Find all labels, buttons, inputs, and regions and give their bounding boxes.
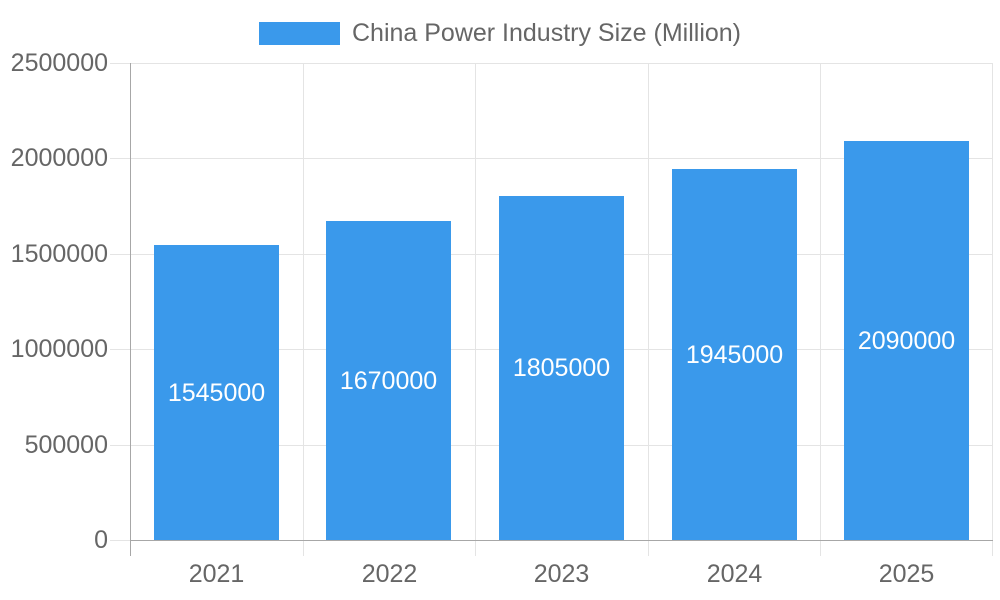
legend: China Power Industry Size (Million) <box>0 20 1000 46</box>
bar-2024[interactable]: 1945000 <box>672 169 797 540</box>
v-gridline <box>820 63 821 540</box>
x-tick-label: 2022 <box>361 560 418 588</box>
y-tick-mark <box>110 158 130 159</box>
v-gridline <box>648 63 649 540</box>
y-tick-mark <box>110 445 130 446</box>
bar-2021[interactable]: 1545000 <box>154 245 279 540</box>
x-tick-label: 2023 <box>533 560 590 588</box>
x-tick-mark <box>648 541 649 556</box>
y-tick-label: 2500000 <box>10 49 108 77</box>
y-tick-mark <box>110 254 130 255</box>
x-tick-mark <box>820 541 821 556</box>
x-axis-line <box>130 540 993 541</box>
bar-2023[interactable]: 1805000 <box>499 196 624 540</box>
x-tick-label: 2024 <box>706 560 763 588</box>
y-tick-mark <box>110 63 130 64</box>
y-tick-label: 500000 <box>24 431 108 459</box>
bar-value-label: 1805000 <box>512 354 611 382</box>
y-axis-line <box>130 63 131 556</box>
bar-value-label: 1545000 <box>167 378 266 407</box>
h-gridline <box>130 63 993 64</box>
legend-swatch-icon <box>258 21 340 45</box>
y-tick-label: 2000000 <box>10 144 108 172</box>
legend-item[interactable]: China Power Industry Size (Million) <box>258 19 742 47</box>
v-gridline <box>992 63 993 540</box>
x-tick-mark <box>303 541 304 556</box>
y-tick-mark <box>110 540 130 541</box>
y-tick-mark <box>110 349 130 350</box>
bar-value-label: 1670000 <box>339 366 438 395</box>
bar-value-label: 1945000 <box>685 340 784 369</box>
x-tick-mark <box>475 541 476 556</box>
bar-value-label: 2090000 <box>857 326 956 355</box>
bar-2022[interactable]: 1670000 <box>326 221 451 540</box>
bar-2025[interactable]: 2090000 <box>844 141 969 540</box>
x-tick-label: 2021 <box>188 560 245 588</box>
y-tick-label: 1000000 <box>10 335 108 363</box>
v-gridline <box>475 63 476 540</box>
x-tick-label: 2025 <box>878 560 935 588</box>
y-tick-label: 1500000 <box>10 240 108 268</box>
x-tick-mark <box>992 541 993 556</box>
y-tick-label: 0 <box>94 526 108 554</box>
legend-label: China Power Industry Size (Million) <box>351 19 742 47</box>
h-gridline <box>130 158 993 159</box>
v-gridline <box>303 63 304 540</box>
